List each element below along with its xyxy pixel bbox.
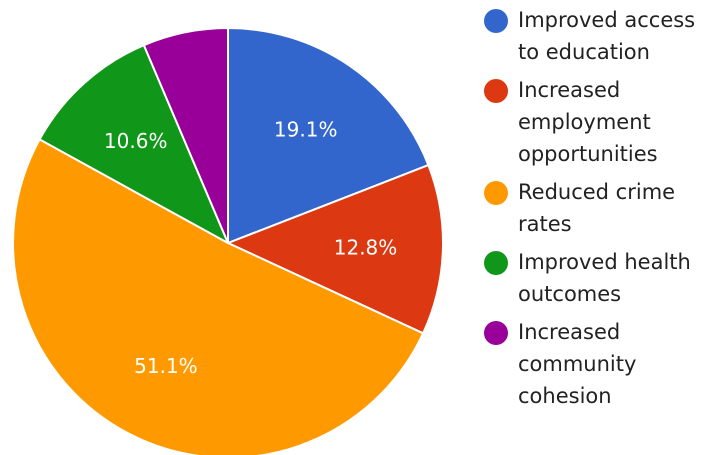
- pie-slice-labels: 19.1% 12.8% 51.1% 10.6%: [104, 117, 397, 377]
- legend-swatch-3: [484, 251, 508, 275]
- legend-label-1: Increased employment opportunities: [518, 78, 658, 166]
- pie-slice-2[interactable]: [12, 138, 425, 455]
- legend-swatch-0: [484, 9, 508, 33]
- legend-label-3: Improved health outcomes: [518, 250, 691, 306]
- pie-slice-label-2: 51.1%: [134, 354, 198, 378]
- legend-label-0: Improved access to education: [518, 8, 696, 64]
- legend-item-4[interactable]: Increased community cohesion: [484, 316, 713, 412]
- pie-slice-label-1: 12.8%: [334, 235, 398, 259]
- pie-slice-4[interactable]: [142, 27, 229, 244]
- pie-slice-3[interactable]: [38, 44, 229, 244]
- legend: Improved access to education Increased em…: [484, 4, 713, 418]
- legend-item-2[interactable]: Reduced crime rates: [484, 176, 713, 240]
- legend-label-4: Increased community cohesion: [518, 320, 637, 408]
- legend-item-0[interactable]: Improved access to education: [484, 4, 713, 68]
- legend-item-3[interactable]: Improved health outcomes: [484, 246, 713, 310]
- pie-slice-1[interactable]: [227, 164, 445, 335]
- legend-item-1[interactable]: Increased employment opportunities: [484, 74, 713, 170]
- pie-slices: [12, 27, 445, 455]
- pie-slice-0[interactable]: [227, 27, 430, 244]
- legend-swatch-1: [484, 79, 508, 103]
- legend-label-2: Reduced crime rates: [518, 180, 676, 236]
- pie-slice-label-3: 10.6%: [104, 129, 168, 153]
- pie-slice-label-0: 19.1%: [274, 117, 338, 141]
- legend-swatch-4: [484, 321, 508, 345]
- legend-swatch-2: [484, 181, 508, 205]
